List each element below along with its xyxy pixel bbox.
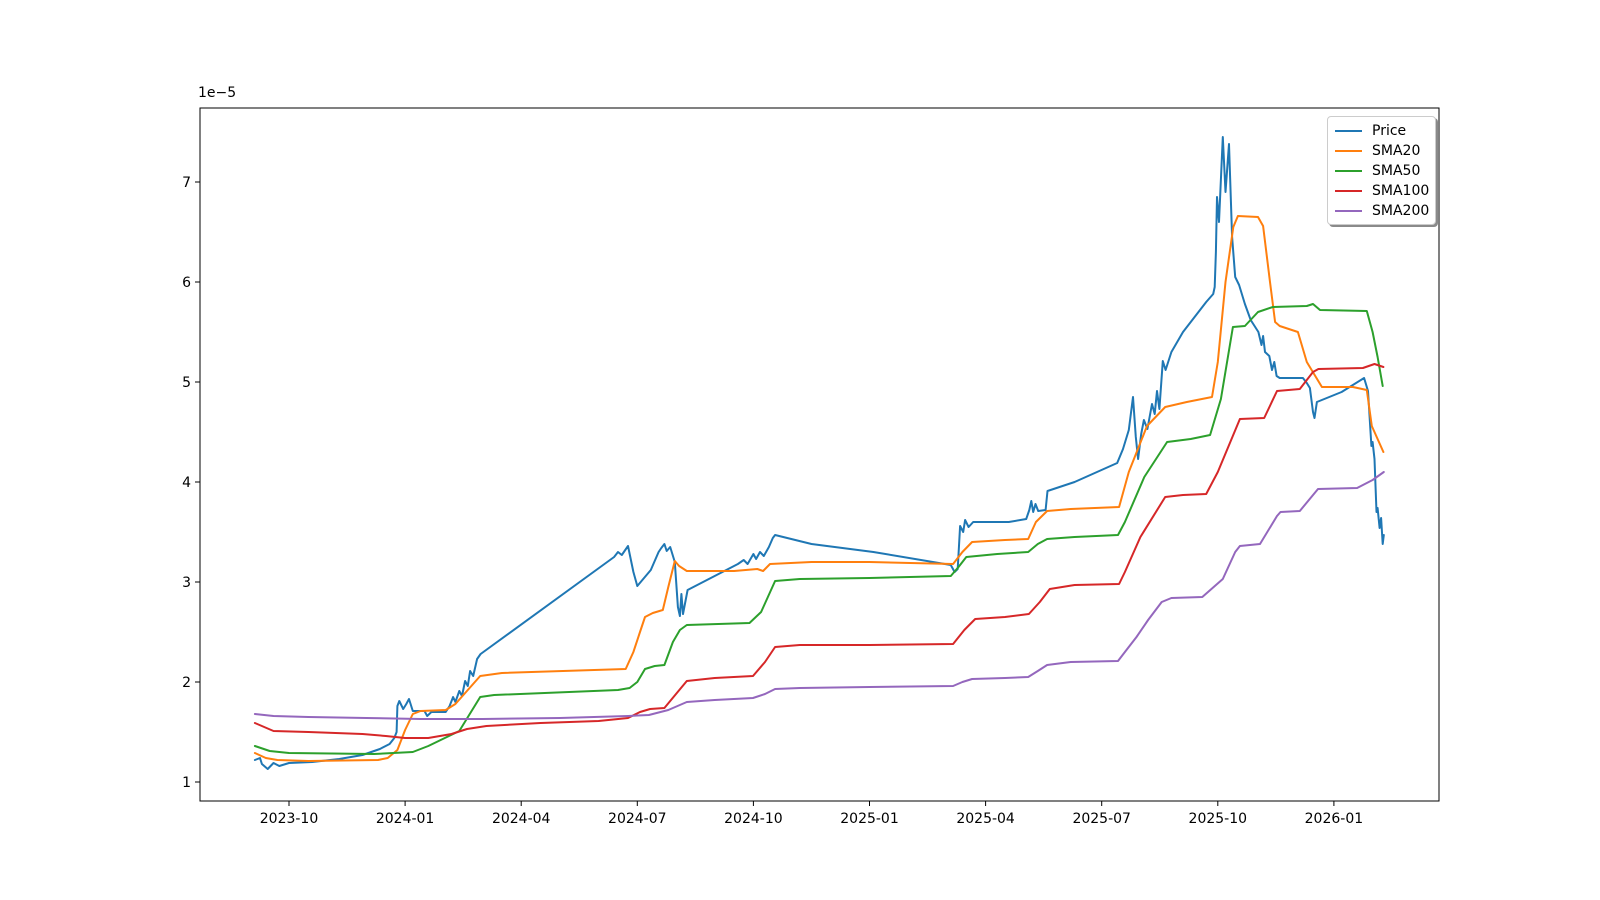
sma50-line [253,303,1384,755]
legend-item-sma100: SMA100 [1335,182,1430,199]
x-axis-tick-label: 2026-01 [1305,811,1364,827]
y-axis-tick-label: 7 [182,175,191,191]
sma200-line [253,471,1385,720]
x-axis-tick-label: 2025-04 [956,811,1015,827]
legend-item-sma50: SMA50 [1335,163,1427,178]
x-axis-tick-label: 2025-01 [840,811,899,827]
legend-line-swatch [1335,189,1362,192]
x-axis-tick-label: 2025-10 [1189,811,1248,827]
x-axis-tick-label: 2025-07 [1072,811,1131,827]
x-axis-tick-label: 2024-10 [724,811,783,827]
legend-label: SMA200 [1372,202,1430,219]
legend-label: SMA20 [1372,142,1421,159]
y-axis-tick-label: 2 [182,675,191,691]
y-axis-tick-label: 1 [182,775,191,791]
legend-item-sma20: SMA20 [1335,143,1427,158]
y-axis-tick-label: 5 [182,375,191,391]
legend: Price SMA20 SMA50 SMA100 SMA200 [1327,116,1436,225]
legend-label: SMA100 [1372,182,1430,199]
y-axis-tick-label: 4 [182,475,191,491]
legend-item-price: Price [1335,123,1427,138]
sma100-line [253,363,1385,739]
x-axis-tick-label: 2024-01 [376,811,435,827]
legend-label: SMA50 [1372,162,1421,179]
sma20-line [253,215,1385,762]
legend-label: Price [1372,122,1407,139]
axes-box [199,107,1440,802]
y-axis-tick-label: 6 [182,275,191,291]
y-axis-offset-label: 1e−5 [198,85,237,101]
legend-line-swatch [1335,149,1362,152]
legend-line-swatch [1335,169,1362,172]
y-axis-tick-label: 3 [182,575,191,591]
legend-line-swatch [1335,209,1362,212]
x-axis-tick-label: 2023-10 [260,811,319,827]
legend-item-sma200: SMA200 [1335,202,1430,219]
x-axis-tick-label: 2024-07 [608,811,667,827]
x-axis-tick-label: 2024-04 [492,811,551,827]
legend-line-swatch [1335,129,1362,132]
price-line [253,136,1385,770]
